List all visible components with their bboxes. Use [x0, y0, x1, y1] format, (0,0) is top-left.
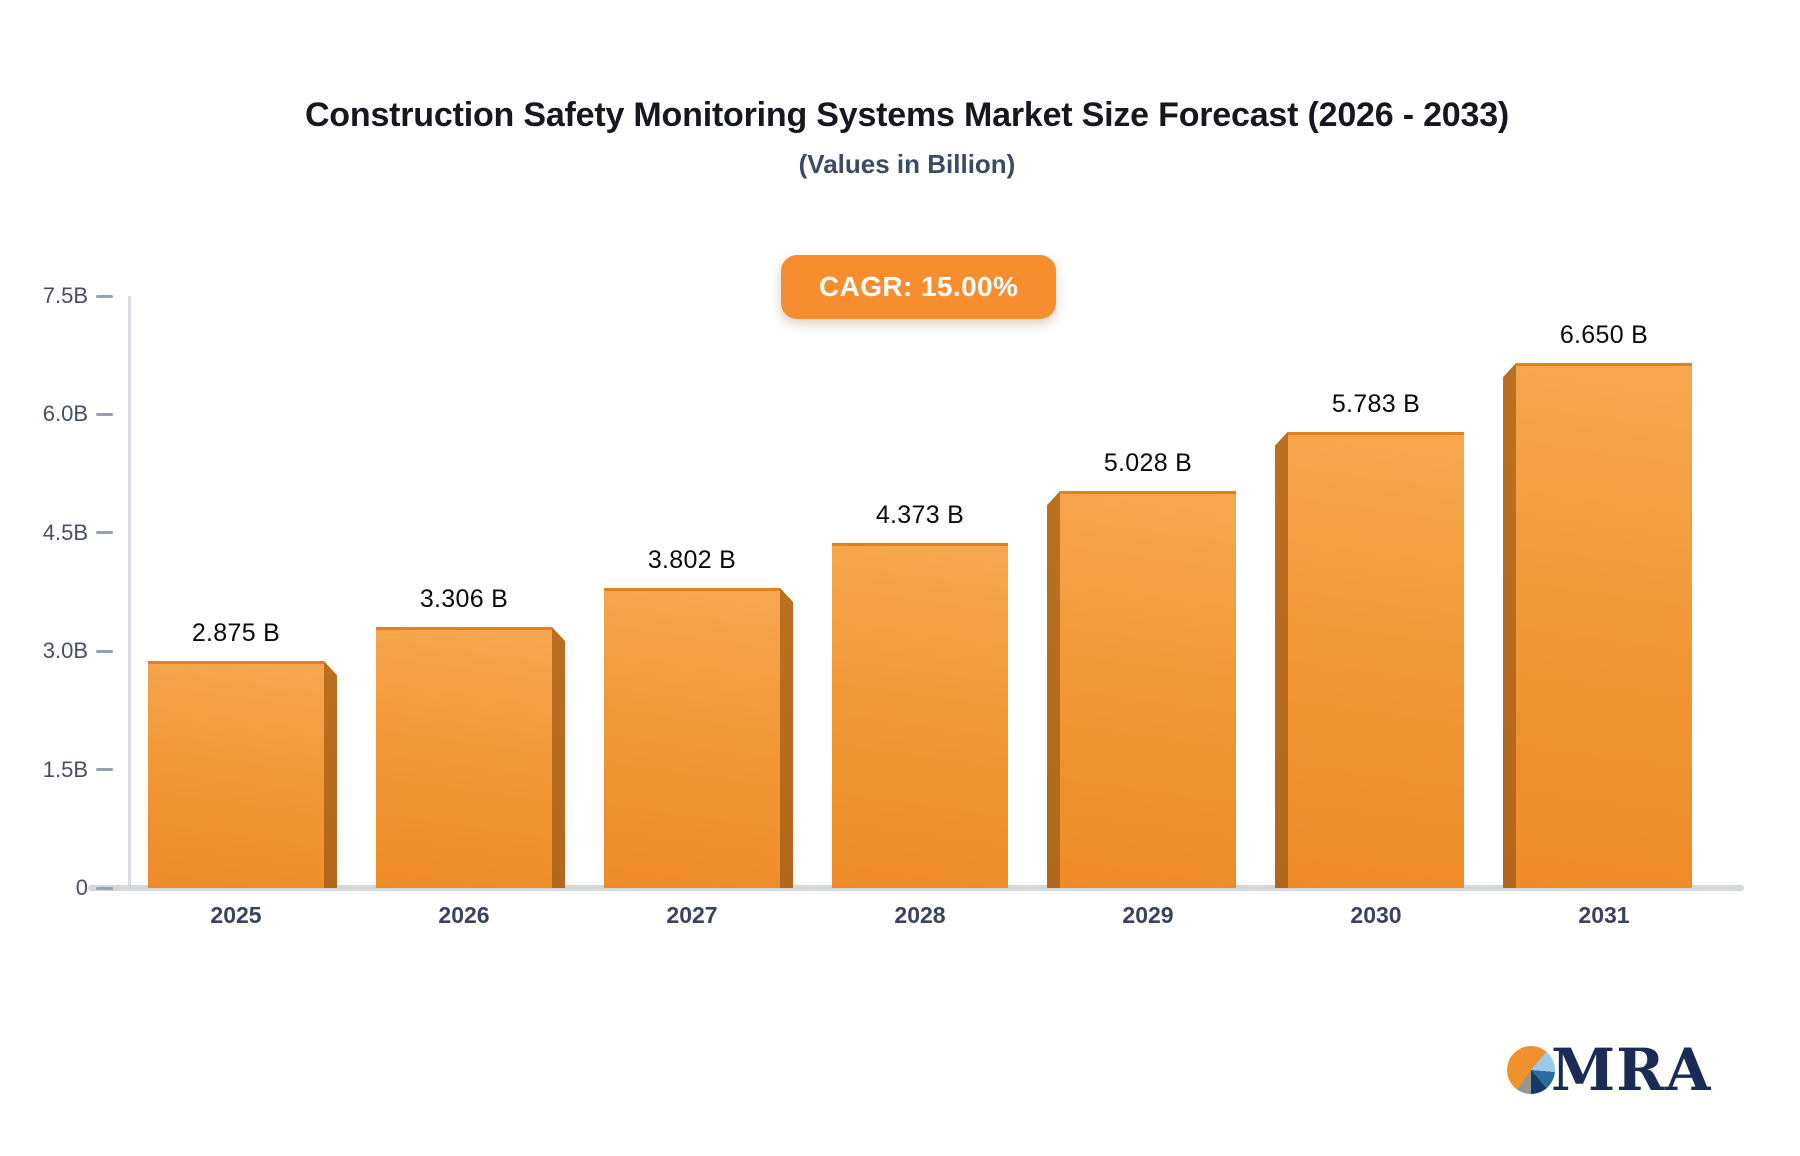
y-tick-dash: [96, 531, 113, 535]
bar-face: [1060, 491, 1236, 888]
bar-side-3d: [1503, 363, 1516, 888]
y-tick-label: 3.0B: [42, 638, 88, 664]
y-tick-dash: [96, 768, 113, 772]
chart-subtitle: (Values in Billion): [798, 149, 1016, 179]
bar-face: [148, 661, 324, 888]
bar-value-label: 3.306 B: [419, 585, 509, 614]
y-tick-label: 1.5B: [42, 756, 88, 782]
x-tick-label: 2025: [210, 902, 262, 928]
y-tick-label: 4.5B: [42, 519, 88, 545]
y-axis-line: [128, 296, 131, 888]
mra-logo: MRA: [1507, 1030, 1747, 1110]
bar-value-label: 3.802 B: [647, 545, 737, 574]
pie-chart-logo-icon: [1507, 1046, 1555, 1094]
bar-side-3d: [552, 627, 565, 888]
cagr-badge: CAGR: 15.00%: [781, 255, 1057, 319]
bar-face: [1516, 363, 1692, 888]
x-tick-label: 2026: [438, 902, 490, 928]
x-axis-baseline: [88, 885, 1744, 891]
y-tick-label: 7.5B: [42, 283, 88, 308]
bar-face: [832, 542, 1008, 888]
bar-side-3d: [1275, 431, 1288, 888]
y-tick-dash: [96, 886, 113, 890]
y-tick-label: 0: [75, 875, 88, 900]
x-tick-label: 2027: [666, 902, 718, 928]
x-tick-label: 2031: [1578, 902, 1630, 928]
bar-value-label: 5.028 B: [1103, 449, 1193, 478]
bar-side-3d: [1047, 491, 1060, 888]
page-title: Construction Safety Monitoring Systems M…: [304, 96, 1510, 134]
bar-side-3d: [324, 661, 337, 888]
bar-value-label: 6.650 B: [1559, 321, 1649, 350]
x-tick-label: 2029: [1122, 902, 1174, 928]
bar-face: [376, 627, 552, 888]
bar-face: [1288, 431, 1464, 888]
x-tick-label: 2030: [1350, 902, 1402, 928]
x-tick-label: 2028: [894, 902, 946, 928]
bar-value-label: 2.875 B: [191, 619, 281, 648]
bar-value-label: 4.373 B: [875, 500, 965, 529]
y-tick-dash: [96, 649, 113, 653]
logo-text: MRA: [1551, 1036, 1712, 1104]
bar-side-3d: [780, 587, 793, 888]
bar-value-label: 5.783 B: [1331, 389, 1421, 418]
y-tick-label: 6.0B: [42, 401, 88, 427]
y-tick-dash: [96, 294, 113, 298]
y-tick-dash: [96, 412, 113, 416]
bar-face: [604, 587, 780, 888]
